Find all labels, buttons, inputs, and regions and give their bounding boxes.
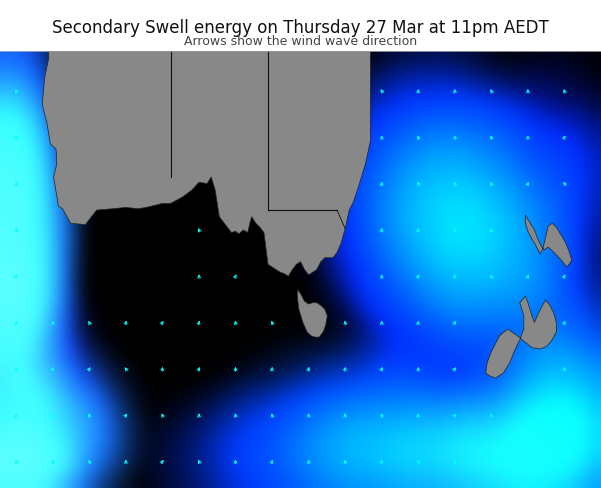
Polygon shape [297,289,328,337]
Polygon shape [486,296,557,378]
Polygon shape [525,215,572,267]
Text: Arrows show the wind wave direction: Arrows show the wind wave direction [184,35,417,48]
Polygon shape [42,51,370,276]
Text: Secondary Swell energy on Thursday 27 Mar at 11pm AEDT: Secondary Swell energy on Thursday 27 Ma… [52,19,549,37]
